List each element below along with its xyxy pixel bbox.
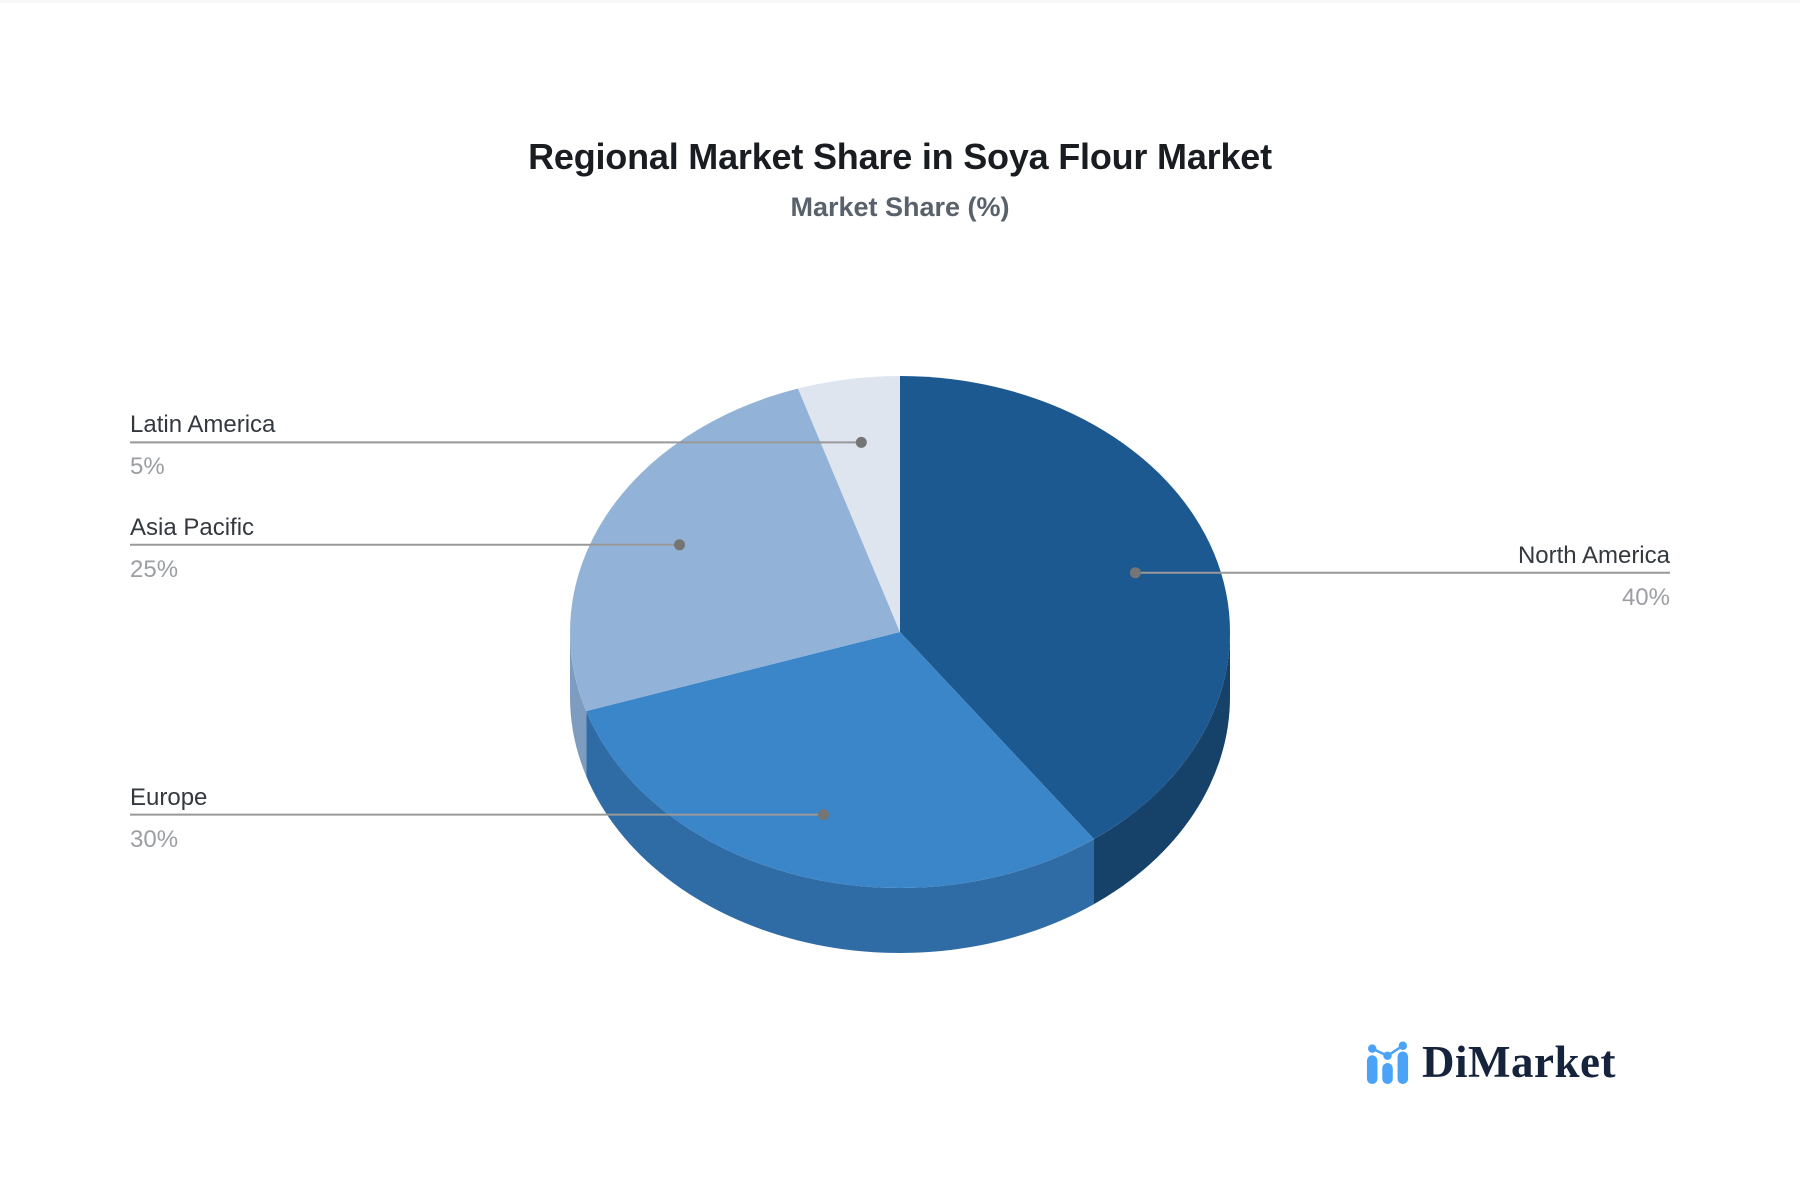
- pie-value-asia-pacific: 25%: [130, 555, 179, 583]
- pie-label-north-america: North America: [1517, 541, 1670, 569]
- pie-slice-wall-asia-pacific: [570, 632, 587, 777]
- logo: DiMarket: [1365, 1037, 1616, 1087]
- pie-slice-wall-europe: [586, 711, 1094, 953]
- chart-subtitle: Market Share (%): [790, 192, 1010, 222]
- connector-dot-asia-pacific: [674, 539, 685, 551]
- pie-label-europe: Europe: [130, 783, 208, 811]
- pie-label-asia-pacific: Asia Pacific: [130, 513, 255, 541]
- connector-dot-latin-america: [855, 436, 867, 448]
- pie-value-north-america: 40%: [1621, 583, 1670, 611]
- pie-slice-north-america[interactable]: [900, 376, 1231, 840]
- connector-dot-europe: [818, 809, 829, 821]
- pie-slice-wall-north-america: [1094, 632, 1230, 905]
- top-edge-divider: [0, 0, 1800, 3]
- pie-slice-latin-america[interactable]: [798, 375, 900, 632]
- connector-dot-north-america: [1129, 567, 1141, 579]
- pie-value-europe: 30%: [130, 825, 179, 853]
- pie-label-latin-america: Latin America: [130, 411, 276, 439]
- pie-slice-europe[interactable]: [586, 632, 1094, 888]
- pie-value-latin-america: 5%: [130, 453, 165, 481]
- pie-slice-asia-pacific[interactable]: [570, 388, 900, 712]
- bar-chart-logo-icon: [1366, 1041, 1409, 1084]
- chart-title: Regional Market Share in Soya Flour Mark…: [528, 136, 1272, 177]
- logo-text: DiMarket: [1422, 1037, 1616, 1087]
